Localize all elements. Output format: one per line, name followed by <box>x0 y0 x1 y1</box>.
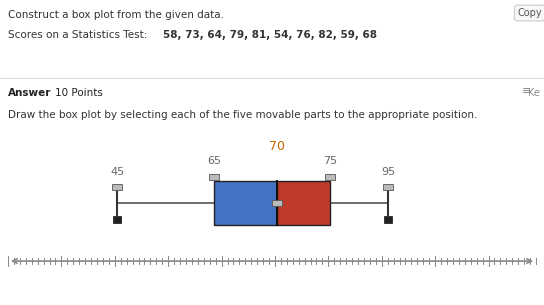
Bar <box>214 181 277 225</box>
Bar <box>384 216 392 223</box>
Bar <box>277 181 330 225</box>
Text: 95: 95 <box>381 167 395 177</box>
Text: 10 Points: 10 Points <box>55 88 103 98</box>
Bar <box>272 200 282 206</box>
Bar <box>113 216 121 223</box>
Text: Ke: Ke <box>528 88 540 98</box>
Text: ≡: ≡ <box>522 86 531 96</box>
Text: Scores on a Statistics Test:: Scores on a Statistics Test: <box>8 30 151 40</box>
Text: 45: 45 <box>110 167 124 177</box>
Text: 58, 73, 64, 79, 81, 54, 76, 82, 59, 68: 58, 73, 64, 79, 81, 54, 76, 82, 59, 68 <box>163 30 377 40</box>
Text: Copy: Copy <box>517 8 542 18</box>
Bar <box>209 174 219 180</box>
Text: Construct a box plot from the given data.: Construct a box plot from the given data… <box>8 10 224 20</box>
Bar <box>325 174 335 180</box>
Bar <box>112 184 122 190</box>
Text: Draw the box plot by selecting each of the five movable parts to the appropriate: Draw the box plot by selecting each of t… <box>8 110 478 120</box>
Text: 70: 70 <box>269 140 285 153</box>
Bar <box>383 184 393 190</box>
Text: 75: 75 <box>323 156 337 166</box>
Text: Answer: Answer <box>8 88 51 98</box>
Text: 65: 65 <box>207 156 221 166</box>
